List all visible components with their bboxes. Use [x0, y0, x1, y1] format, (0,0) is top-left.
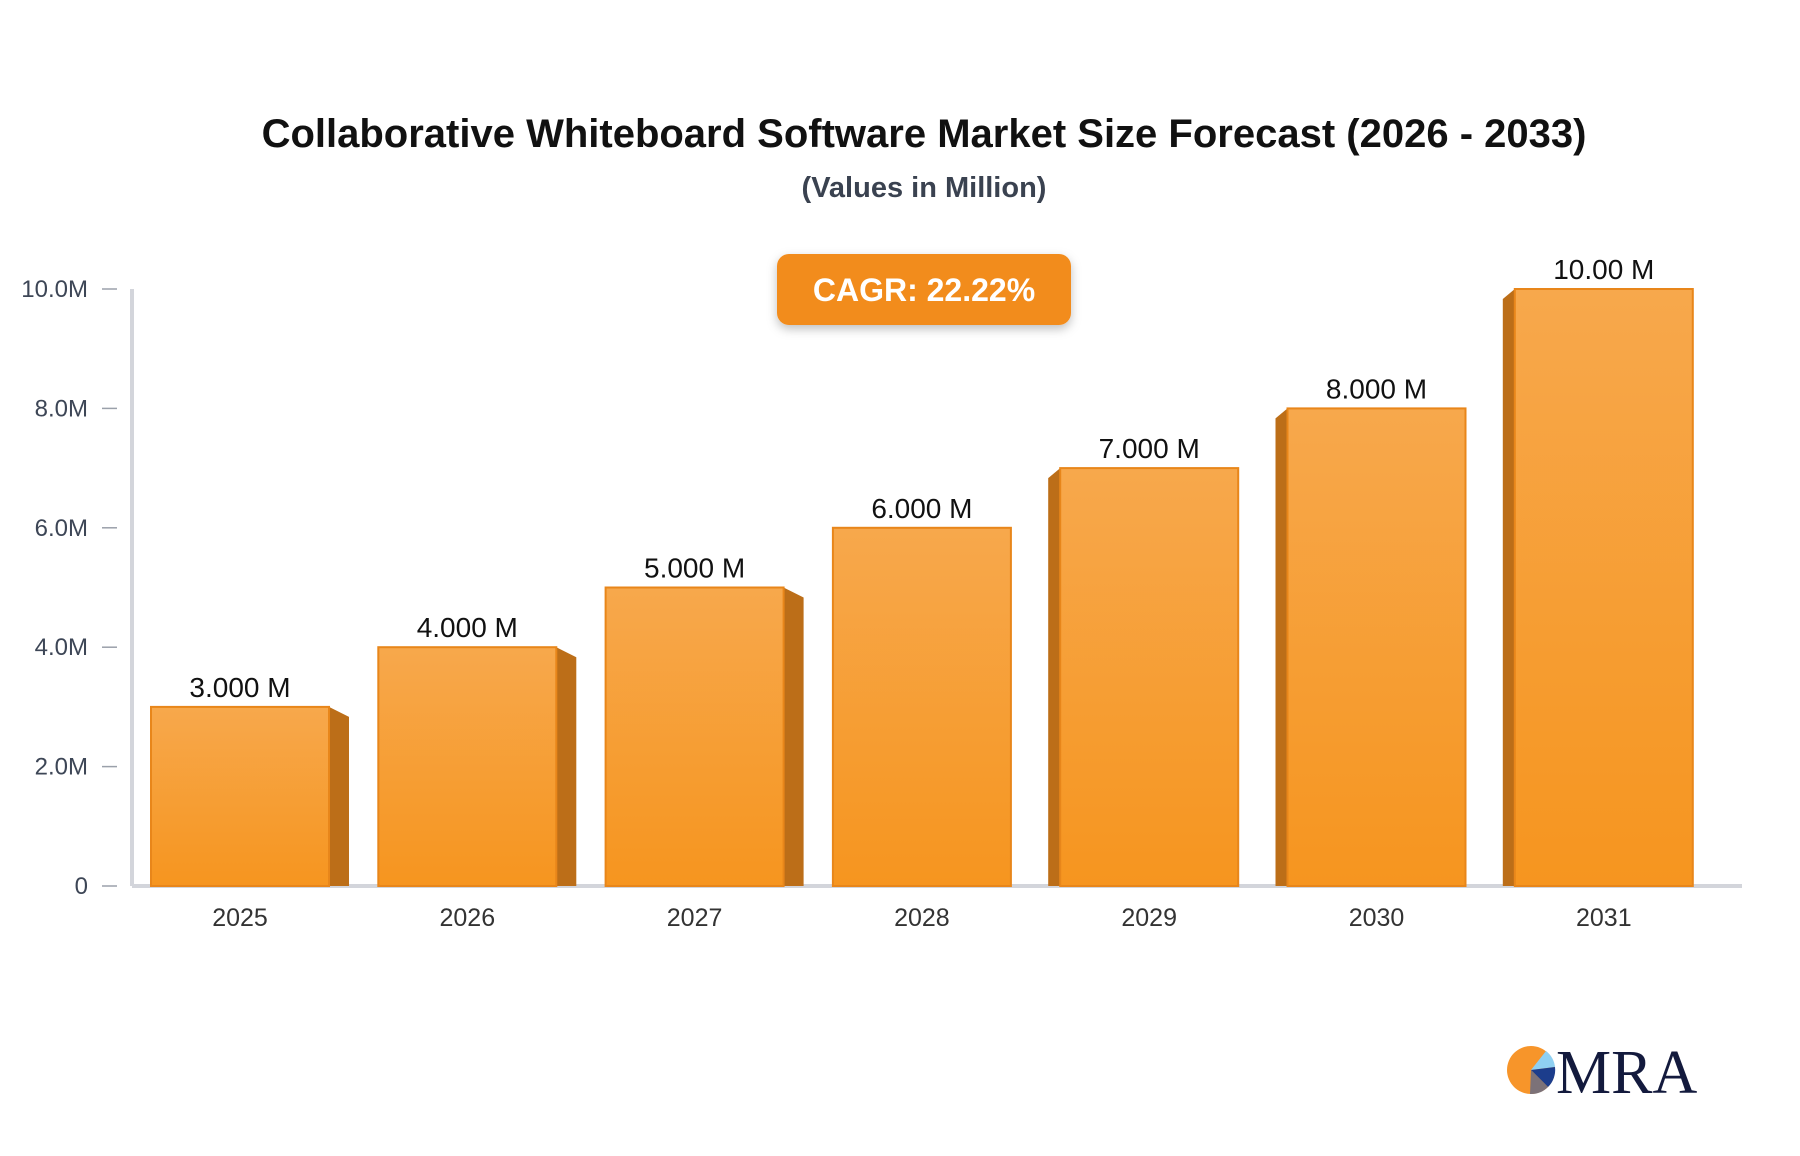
bar-2025: 3.000 M — [150, 672, 349, 888]
x-tick-label: 2027 — [667, 904, 723, 932]
x-tick-label: 2025 — [212, 904, 268, 932]
x-tick-label: 2028 — [894, 904, 950, 932]
bar-face — [377, 646, 558, 888]
bar-2030: 8.000 M — [1275, 373, 1467, 887]
bar-face — [1286, 407, 1467, 887]
mra-logo: MRA — [1507, 1039, 1697, 1107]
y-tick-label: 0 — [75, 873, 88, 900]
bar-2029: 7.000 M — [1048, 433, 1240, 887]
bar-side — [1048, 468, 1061, 886]
data-label: 3.000 M — [189, 672, 290, 703]
data-label: 10.00 M — [1553, 254, 1654, 285]
x-tick-label: 2026 — [439, 904, 495, 932]
y-tick-label: 6.0M — [35, 515, 88, 542]
bar-face — [831, 526, 1012, 887]
bar-side — [1502, 289, 1515, 886]
bar-2026: 4.000 M — [377, 612, 577, 888]
y-tick-label: 4.0M — [35, 634, 88, 661]
y-tick-label: 2.0M — [35, 754, 88, 781]
bar-side — [783, 587, 804, 886]
x-tick-label: 2030 — [1349, 904, 1405, 932]
bar-face — [1513, 288, 1694, 887]
cagr-badge: CAGR: 22.22% — [777, 254, 1071, 325]
cagr-badge-background — [777, 254, 1071, 325]
mra-logo-text: MRA — [1556, 1039, 1697, 1107]
bar-side — [329, 706, 349, 886]
bar-2027: 5.000 M — [604, 553, 804, 887]
data-label: 4.000 M — [417, 612, 518, 643]
data-label: 6.000 M — [871, 493, 972, 524]
x-tick-label: 2031 — [1576, 904, 1632, 932]
bar-2031: 10.00 M — [1502, 254, 1694, 887]
bar-face — [1059, 467, 1240, 887]
bar-face — [604, 586, 785, 887]
chart-title: Collaborative Whiteboard Software Market… — [262, 112, 1587, 156]
data-label: 7.000 M — [1099, 433, 1200, 464]
chart-subtitle: (Values in Million) — [802, 172, 1047, 204]
bar-side — [1275, 408, 1288, 886]
bar-2028: 6.000 M — [831, 493, 1012, 887]
data-label: 8.000 M — [1326, 373, 1427, 404]
cagr-badge-label: CAGR: 22.22% — [813, 272, 1035, 308]
y-tick-label: 10.0M — [21, 276, 88, 303]
bar-side — [556, 647, 577, 886]
y-tick-label: 8.0M — [35, 395, 88, 422]
data-label: 5.000 M — [644, 553, 745, 584]
bar-face — [150, 705, 330, 888]
x-tick-label: 2029 — [1121, 904, 1177, 932]
